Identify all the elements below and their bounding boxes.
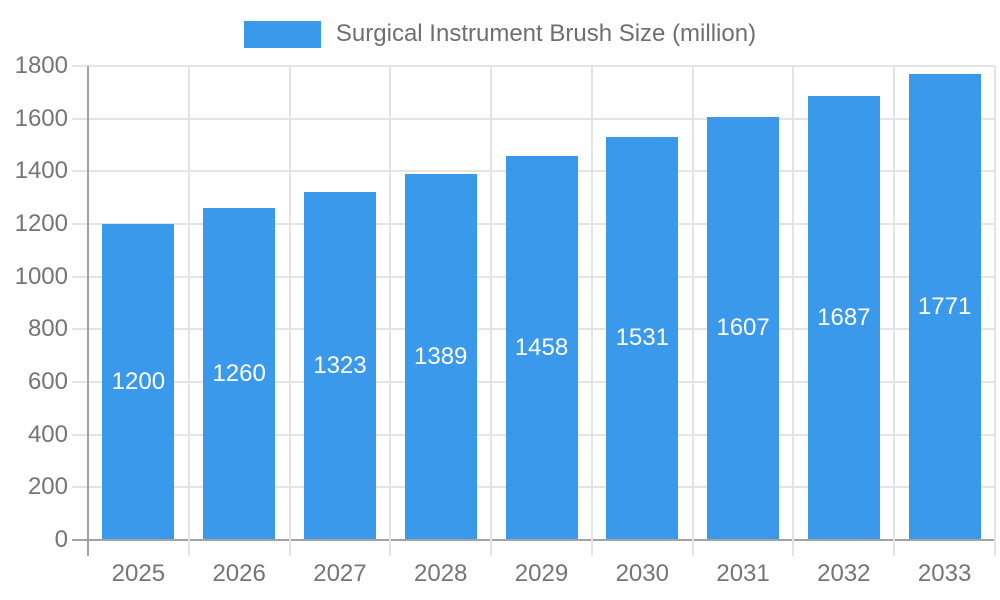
- x-axis-tick-label: 2033: [917, 560, 972, 587]
- bar-value-label: 1458: [514, 334, 569, 362]
- x-gridline: [893, 66, 896, 556]
- bar-2025: [102, 224, 175, 539]
- x-axis-tick-label: 2025: [111, 560, 166, 587]
- x-gridline: [187, 66, 190, 556]
- y-gridline: [72, 117, 995, 120]
- bar-value-label: 1687: [817, 303, 871, 331]
- x-axis-tick-label: 2031: [716, 560, 770, 587]
- bar-2026: [203, 208, 276, 539]
- y-axis-tick-label: 800: [27, 315, 68, 343]
- bar-value-label: 1200: [111, 368, 166, 395]
- y-axis-tick-label: 1200: [14, 210, 68, 237]
- y-axis-tick-label: 600: [27, 368, 68, 395]
- x-gridline: [590, 66, 593, 556]
- bar-2029: [505, 156, 578, 539]
- bar-2031: [707, 116, 780, 539]
- legend-label: Surgical Instrument Brush Size (million): [335, 20, 757, 47]
- y-axis-tick-label: 200: [27, 473, 68, 501]
- bar-2028: [404, 174, 477, 539]
- x-axis-tick-label: 2029: [514, 560, 569, 587]
- bar-value-label: 1260: [212, 360, 266, 388]
- bar-value-label: 1389: [414, 343, 468, 371]
- chart-legend[interactable]: Surgical Instrument Brush Size (million): [0, 20, 1000, 48]
- x-axis-zero-line: [72, 539, 995, 541]
- x-axis-tick-label: 2027: [313, 560, 367, 587]
- y-axis-tick-label: 1000: [14, 262, 68, 290]
- bar-2032: [807, 95, 880, 539]
- bar-value-label: 1531: [615, 324, 669, 352]
- legend-swatch: [243, 20, 321, 48]
- x-gridline: [792, 66, 795, 556]
- x-gridline: [691, 66, 694, 556]
- y-axis-tick-label: 1600: [14, 104, 68, 132]
- bar-2030: [606, 136, 679, 539]
- y-axis-tick-label: 400: [27, 420, 68, 448]
- y-axis-tick-label: 1800: [14, 52, 68, 79]
- y-axis-tick-label: 1400: [14, 157, 68, 185]
- y-axis-zero-line: [87, 66, 89, 556]
- x-axis-tick-label: 2026: [212, 560, 266, 587]
- x-axis-tick-label: 2028: [414, 560, 468, 587]
- x-gridline: [288, 66, 291, 556]
- y-gridline: [72, 65, 995, 67]
- x-gridline: [389, 66, 392, 556]
- x-gridline: [994, 66, 996, 556]
- bar-2033: [908, 73, 981, 539]
- y-axis-tick-label: 0: [54, 526, 68, 553]
- x-axis-tick-label: 2030: [615, 560, 669, 587]
- bar-2027: [303, 191, 376, 539]
- bar-value-label: 1771: [917, 292, 972, 320]
- x-gridline: [490, 66, 493, 556]
- bar-value-label: 1323: [313, 351, 367, 379]
- x-axis-tick-label: 2032: [817, 560, 871, 587]
- bar-value-label: 1607: [716, 314, 770, 342]
